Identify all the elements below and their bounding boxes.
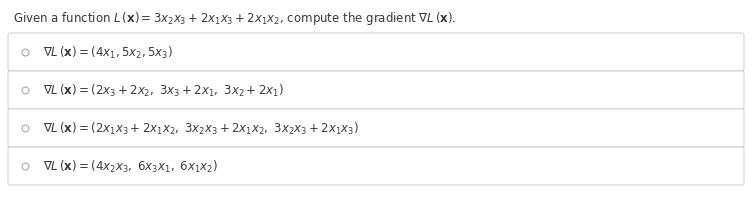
FancyBboxPatch shape (8, 109, 744, 147)
Text: Given a function $L\,(\mathbf{x}) = 3x_2x_3 + 2x_1x_3 + 2x_1x_2$, compute the gr: Given a function $L\,(\mathbf{x}) = 3x_2… (13, 10, 456, 27)
Text: $\nabla L\,(\mathbf{x}) = (4x_2x_3,\ 6x_3x_1,\ 6x_1x_2)$: $\nabla L\,(\mathbf{x}) = (4x_2x_3,\ 6x_… (43, 158, 218, 174)
FancyBboxPatch shape (8, 147, 744, 185)
FancyBboxPatch shape (8, 72, 744, 109)
FancyBboxPatch shape (8, 34, 744, 72)
Text: $\nabla L\,(\mathbf{x}) = (4x_1, 5x_2, 5x_3)$: $\nabla L\,(\mathbf{x}) = (4x_1, 5x_2, 5… (43, 45, 173, 61)
Text: $\nabla L\,(\mathbf{x}) = (2x_3 + 2x_2,\ 3x_3 + 2x_1,\ 3x_2 + 2x_1)$: $\nabla L\,(\mathbf{x}) = (2x_3 + 2x_2,\… (43, 83, 284, 99)
Text: $\nabla L\,(\mathbf{x}) = (2x_1x_3 + 2x_1x_2,\ 3x_2x_3 + 2x_1x_2,\ 3x_2x_3 + 2x_: $\nabla L\,(\mathbf{x}) = (2x_1x_3 + 2x_… (43, 120, 359, 136)
